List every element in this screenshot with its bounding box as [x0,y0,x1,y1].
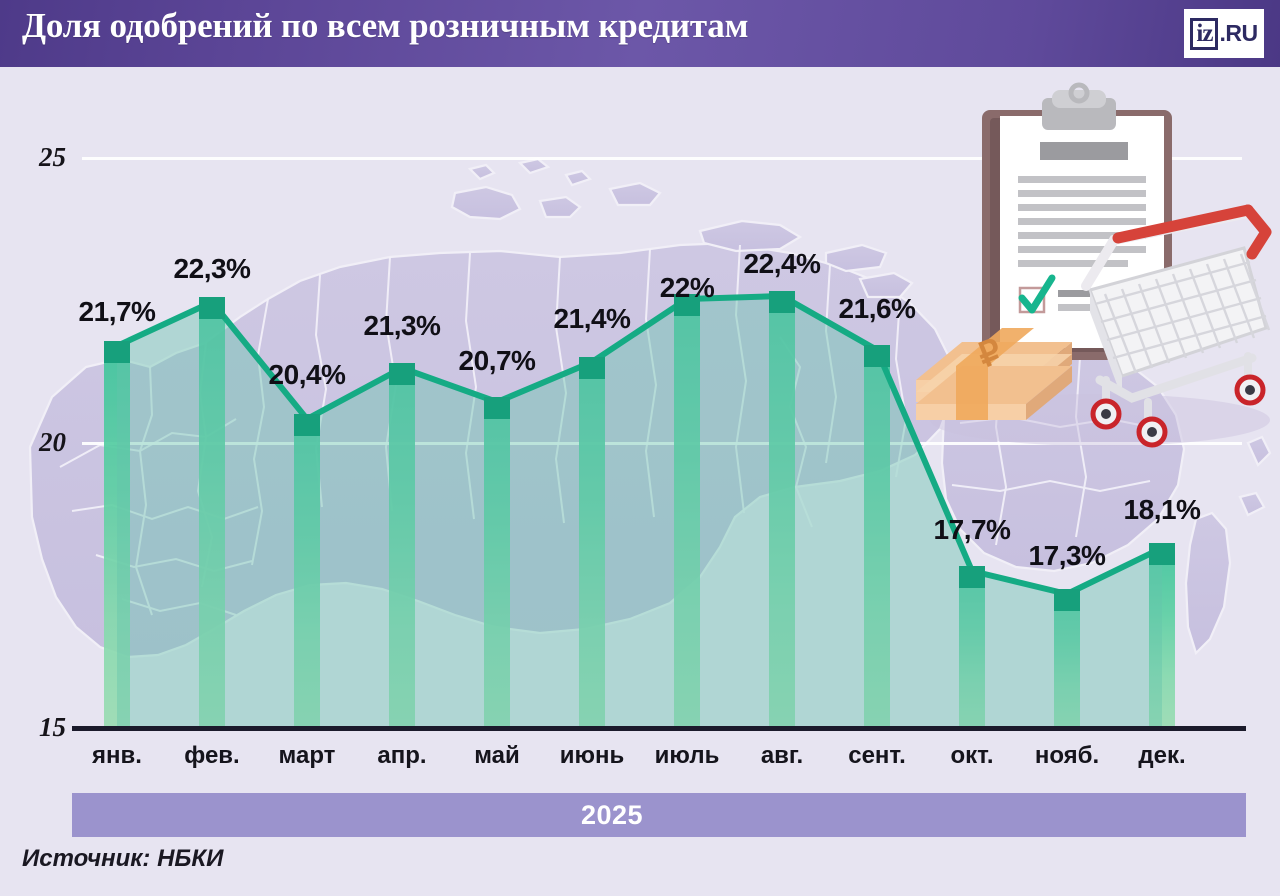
illustration-group: ₽ [900,80,1280,450]
data-label-mar: 20,4% [268,359,346,390]
y-axis-label-15: 15 [39,712,66,742]
x-axis-label-apr: апр. [377,742,427,769]
x-axis-label-feb: фев. [184,742,240,769]
bar-nov [1054,589,1080,728]
bar-jan [104,341,130,728]
x-axis-label-mar: март [278,742,336,769]
x-axis-label-oct: окт. [950,742,994,769]
money-stack-icon: ₽ [916,328,1072,420]
y-axis-label-25: 25 [39,142,66,172]
x-axis-label-sep: сент. [848,742,906,769]
bar-sep [864,345,890,728]
source-note: Источник: НБКИ [22,845,224,872]
bar-dec [1149,543,1175,728]
data-label-jan: 21,7% [78,296,156,327]
year-bar: 2025 [72,793,1246,837]
data-label-aug: 22,4% [743,248,821,279]
illustration-svg: ₽ [916,82,1272,448]
bar-may [484,397,510,728]
data-label-may: 20,7% [458,345,536,376]
x-axis-label-jan: янв. [92,742,142,769]
logo-suffix-text: .RU [1219,20,1258,46]
data-label-feb: 22,3% [173,253,251,284]
bar-mar [294,414,320,728]
data-label-apr: 21,3% [363,310,441,341]
data-label-dec: 18,1% [1123,494,1201,525]
bar-jul [674,294,700,728]
x-axis-label-jul: июль [654,742,720,769]
header-bar: Доля одобрений по всем розничным кредита… [0,0,1280,67]
x-axis-line [72,726,1246,731]
x-axis-label-nov: нояб. [1034,742,1100,769]
data-label-jul: 22% [659,272,715,303]
year-label: 2025 [580,799,644,830]
bar-feb [199,297,225,728]
bar-apr [389,363,415,728]
data-label-nov: 17,3% [1028,540,1106,571]
x-axis-label-jun: июнь [559,742,625,769]
bar-oct [959,566,985,728]
bar-aug [769,291,795,728]
page-title: Доля одобрений по всем розничным кредита… [22,6,749,45]
x-axis-label-aug: авг. [760,742,804,769]
shopping-cart-icon [1081,204,1272,448]
bar-jun [579,357,605,728]
gridline-25 [82,157,1242,160]
iz-ru-logo[interactable]: iz .RU [1184,9,1264,58]
logo-box-text: iz [1190,17,1219,50]
x-axis-label-dec: дек. [1138,742,1186,769]
x-axis-label-may: май [474,742,520,769]
data-label-sep: 21,6% [838,293,916,324]
y-axis-label-20: 20 [39,427,66,457]
data-label-jun: 21,4% [553,303,631,334]
data-label-oct: 17,7% [933,514,1011,545]
